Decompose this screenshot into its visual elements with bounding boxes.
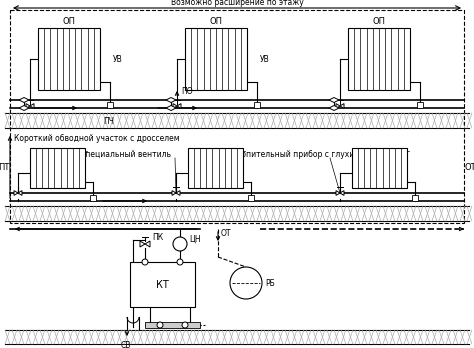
Bar: [248, 195, 254, 201]
Circle shape: [230, 267, 262, 299]
Text: или отопительный прибор с глухим фланцем: или отопительный прибор с глухим фланцем: [215, 150, 400, 159]
Polygon shape: [30, 104, 34, 108]
Text: ПК: ПК: [152, 234, 163, 243]
Bar: [185, 28, 247, 90]
Text: ОТ: ОТ: [221, 229, 231, 238]
Text: ОП: ОП: [210, 17, 222, 26]
Bar: [412, 195, 418, 201]
Text: СВ: СВ: [121, 340, 131, 348]
Text: ПЧ: ПЧ: [103, 117, 114, 126]
Bar: [348, 28, 410, 90]
Polygon shape: [145, 241, 150, 247]
Polygon shape: [329, 105, 339, 111]
Bar: [90, 195, 96, 201]
Polygon shape: [166, 105, 176, 111]
Polygon shape: [14, 191, 18, 195]
Text: КТ: КТ: [156, 279, 169, 290]
Polygon shape: [172, 191, 176, 195]
Bar: [107, 102, 113, 108]
Bar: [30, 148, 85, 188]
Text: УВ: УВ: [260, 55, 270, 63]
Text: Короткий обводной участок с дросселем: Короткий обводной участок с дросселем: [14, 134, 180, 143]
Bar: [352, 148, 407, 188]
Text: ПТ: ПТ: [0, 163, 9, 172]
Text: Специальный вентиль: Специальный вентиль: [80, 150, 171, 159]
Circle shape: [182, 322, 188, 328]
Text: УВ: УВ: [113, 55, 123, 63]
Polygon shape: [329, 97, 339, 103]
Polygon shape: [26, 104, 30, 108]
Bar: [130, 262, 195, 307]
Text: Возможно расширение по этажу: Возможно расширение по этажу: [171, 0, 303, 7]
Polygon shape: [166, 97, 176, 103]
Text: ОП: ОП: [63, 17, 75, 26]
Polygon shape: [340, 104, 344, 108]
Circle shape: [157, 322, 163, 328]
Polygon shape: [336, 191, 340, 195]
Polygon shape: [19, 97, 29, 103]
Bar: [188, 148, 243, 188]
Circle shape: [173, 237, 187, 251]
Polygon shape: [340, 191, 344, 195]
Polygon shape: [176, 191, 180, 195]
Bar: [254, 102, 260, 108]
Polygon shape: [336, 104, 340, 108]
Text: ОП: ОП: [373, 17, 385, 26]
Polygon shape: [173, 104, 177, 108]
Text: ПО: ПО: [181, 87, 192, 96]
Text: ОТ: ОТ: [464, 163, 474, 172]
Text: ЦН: ЦН: [189, 235, 201, 244]
Polygon shape: [18, 191, 22, 195]
Polygon shape: [19, 105, 29, 111]
Bar: [417, 102, 423, 108]
Text: РБ: РБ: [265, 278, 275, 287]
Circle shape: [177, 259, 183, 265]
Bar: [145, 322, 200, 328]
Bar: [10, 10, 464, 223]
Circle shape: [142, 259, 148, 265]
Polygon shape: [140, 241, 145, 247]
Bar: [38, 28, 100, 90]
Polygon shape: [177, 104, 181, 108]
